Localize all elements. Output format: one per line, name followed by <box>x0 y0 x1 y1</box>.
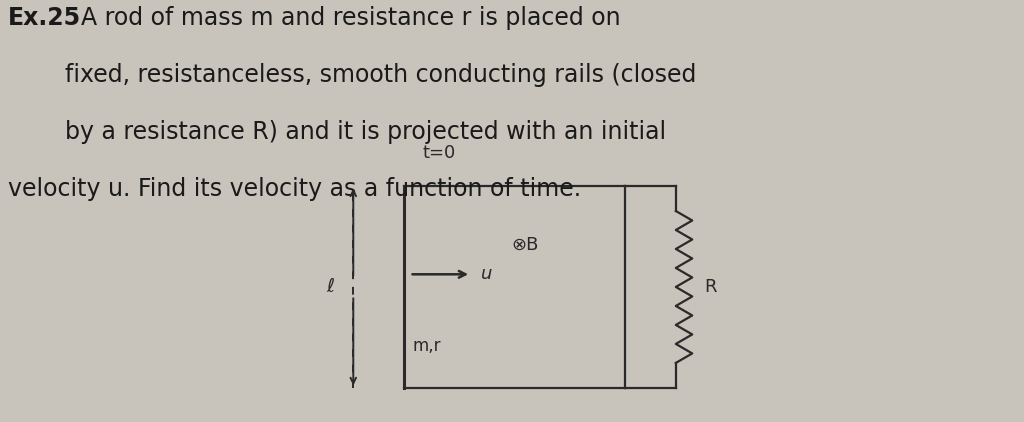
Text: m,r: m,r <box>413 337 441 355</box>
Text: fixed, resistanceless, smooth conducting rails (closed: fixed, resistanceless, smooth conducting… <box>65 63 696 87</box>
Text: Ex.25: Ex.25 <box>8 6 81 30</box>
Text: t=0: t=0 <box>423 144 456 162</box>
Text: by a resistance R) and it is projected with an initial: by a resistance R) and it is projected w… <box>65 120 666 144</box>
Text: A rod of mass m and resistance r is placed on: A rod of mass m and resistance r is plac… <box>81 6 621 30</box>
Text: R: R <box>705 278 717 296</box>
Text: $\ell$: $\ell$ <box>327 277 335 297</box>
Text: ⊗B: ⊗B <box>511 236 539 254</box>
Text: u: u <box>481 265 493 283</box>
Text: velocity u. Find its velocity as a function of time.: velocity u. Find its velocity as a funct… <box>8 177 582 201</box>
